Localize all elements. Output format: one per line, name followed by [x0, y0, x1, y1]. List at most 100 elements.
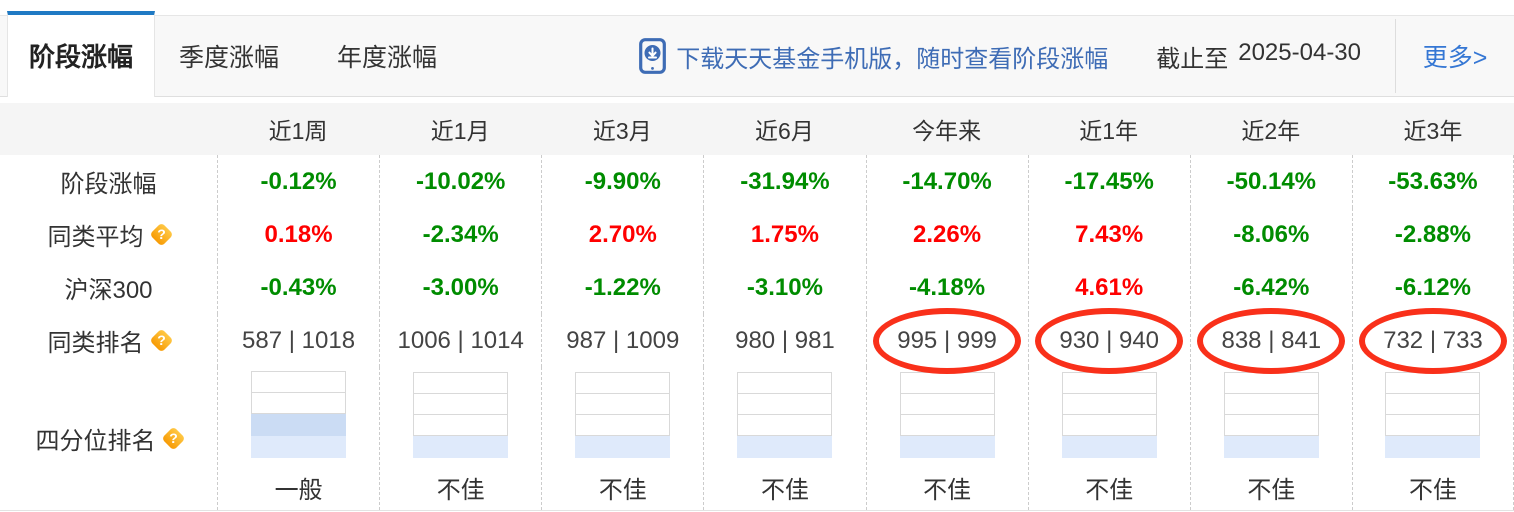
rank-value: 987 | 1009 — [566, 326, 680, 354]
tab-quarterly-change[interactable]: 季度涨幅 — [179, 44, 280, 72]
value-cell: -53.63% — [1351, 155, 1514, 208]
pct-value: -2.88% — [1394, 220, 1471, 248]
quartile-rating: 不佳 — [923, 476, 972, 504]
as-of-value: 2025-04-30 — [1238, 38, 1361, 66]
column-header-1m: 近1月 — [430, 118, 490, 144]
column-header-6m: 近6月 — [755, 118, 814, 144]
pct-value: -8.06% — [1233, 220, 1310, 248]
pct-value: -50.14% — [1226, 167, 1316, 195]
column-header-3m: 近3月 — [592, 118, 652, 144]
value-cell: -9.90% — [541, 155, 703, 208]
quartile-chart — [575, 371, 671, 458]
value-cell: -2.34% — [379, 208, 541, 261]
rank-value: 587 | 1018 — [242, 326, 356, 354]
quartile-cell: 不佳 — [1351, 367, 1514, 510]
quartile-cell: 不佳 — [541, 367, 703, 510]
value-cell: 4.61% — [1027, 261, 1190, 314]
row-label-text: 沪深300 — [64, 277, 153, 304]
row-label-quartile-rank: 四分位排名 ? — [0, 367, 217, 510]
pct-value: -53.63% — [1388, 167, 1478, 195]
quartile-cell: 不佳 — [1027, 367, 1190, 510]
rank-value: 1006 | 1014 — [397, 326, 524, 354]
value-cell: -2.88% — [1351, 208, 1514, 261]
tab-bar: 阶段涨幅 季度涨幅 年度涨幅 下载天天基金手机版，随时查看阶段涨幅 截止至 20… — [0, 10, 1514, 97]
quartile-chart — [737, 371, 833, 458]
rank-cell: 732 | 733 — [1351, 307, 1514, 374]
quartile-chart — [1223, 371, 1319, 458]
pct-value: 1.75% — [750, 220, 819, 248]
tab-annual-change[interactable]: 年度涨幅 — [337, 44, 438, 72]
row-label-text: 四分位排名 — [35, 428, 156, 455]
pct-value: -17.45% — [1064, 167, 1154, 195]
pct-value: 2.70% — [588, 220, 657, 248]
pct-value: -6.42% — [1233, 273, 1310, 301]
row-category-average: 同类平均 ? 0.18% -2.34% 2.70% 1.75% 2.26% 7.… — [0, 208, 1514, 261]
quartile-chart — [1061, 371, 1157, 458]
rank-cell: 838 | 841 — [1189, 307, 1352, 374]
quartile-chart — [899, 371, 995, 458]
rank-cell: 1006 | 1014 — [379, 314, 541, 367]
value-cell: 1.75% — [703, 208, 865, 261]
pct-value: 0.18% — [264, 220, 333, 248]
pct-value: -2.34% — [422, 220, 499, 248]
pct-value: -31.94% — [740, 167, 830, 195]
pct-value: -0.43% — [260, 273, 337, 301]
more-link[interactable]: 更多> — [1422, 44, 1488, 72]
row-csi300: 沪深300 -0.43% -3.00% -1.22% -3.10% -4.18%… — [0, 261, 1514, 314]
quartile-rating: 一般 — [274, 477, 323, 504]
rank-value: 930 | 940 — [1059, 326, 1160, 354]
value-cell: 2.70% — [541, 208, 703, 261]
row-label-text: 同类平均 — [47, 224, 144, 251]
column-header-1w: 近1周 — [268, 118, 328, 144]
rank-value: 980 | 981 — [735, 326, 835, 354]
quartile-chart — [251, 371, 347, 458]
rank-cell: 980 | 981 — [703, 314, 865, 367]
quartile-cell: 一般 — [217, 367, 379, 510]
pct-value: -9.90% — [584, 167, 661, 195]
pct-value: 7.43% — [1075, 220, 1144, 248]
download-app-label: 下载天天基金手机版，随时查看阶段涨幅 — [676, 45, 1109, 73]
vertical-divider — [1395, 19, 1396, 93]
quartile-cell: 不佳 — [379, 367, 541, 510]
value-cell: -8.06% — [1189, 208, 1352, 261]
rank-cell: 930 | 940 — [1027, 307, 1190, 374]
table-header-row: 近1周 近1月 近3月 近6月 今年来 近1年 近2年 近3年 — [0, 103, 1514, 155]
quartile-rating: 不佳 — [760, 476, 809, 504]
row-label-text: 同类排名 — [47, 330, 144, 357]
as-of-label: 截止至 — [1156, 45, 1229, 73]
value-cell: -10.02% — [379, 155, 541, 208]
value-cell: -3.10% — [703, 261, 865, 314]
rank-cell: 587 | 1018 — [217, 314, 379, 367]
row-quartile-rank: 四分位排名 ? 一般 不佳 不佳 — [0, 367, 1514, 511]
rank-cell: 995 | 999 — [865, 307, 1028, 374]
help-icon[interactable]: ? — [148, 328, 174, 353]
value-cell: 0.18% — [217, 208, 379, 261]
column-header-ytd: 今年来 — [912, 118, 982, 144]
quartile-cell: 不佳 — [865, 367, 1028, 510]
value-cell: -0.43% — [217, 261, 379, 314]
row-period-change: 阶段涨幅 -0.12% -10.02% -9.90% -31.94% -14.7… — [0, 155, 1514, 208]
value-cell: -17.45% — [1027, 155, 1190, 208]
quartile-rating: 不佳 — [598, 476, 647, 504]
rank-value: 838 | 841 — [1221, 326, 1322, 354]
rank-cell: 987 | 1009 — [541, 314, 703, 367]
quartile-cell: 不佳 — [1189, 367, 1352, 510]
value-cell: -4.18% — [865, 261, 1028, 314]
download-app-link[interactable]: 下载天天基金手机版，随时查看阶段涨幅 — [639, 38, 1108, 74]
quartile-rating: 不佳 — [1408, 476, 1457, 504]
quartile-rating: 不佳 — [436, 476, 485, 504]
value-cell: -14.70% — [865, 155, 1028, 208]
pct-value: -10.02% — [415, 167, 506, 195]
tab-period-change[interactable]: 阶段涨幅 — [7, 10, 155, 97]
quartile-cell: 不佳 — [703, 367, 865, 510]
help-icon[interactable]: ? — [160, 426, 186, 451]
value-cell: -6.12% — [1351, 261, 1514, 314]
row-label-period-change: 阶段涨幅 — [0, 155, 217, 208]
row-label-csi300: 沪深300 — [0, 261, 217, 314]
as-of-date: 截止至 2025-04-30 — [1156, 39, 1361, 74]
row-label-category-average: 同类平均 ? — [0, 208, 217, 261]
help-icon[interactable]: ? — [148, 222, 174, 247]
pct-value: -3.00% — [422, 273, 499, 301]
rank-value: 995 | 999 — [897, 326, 997, 354]
